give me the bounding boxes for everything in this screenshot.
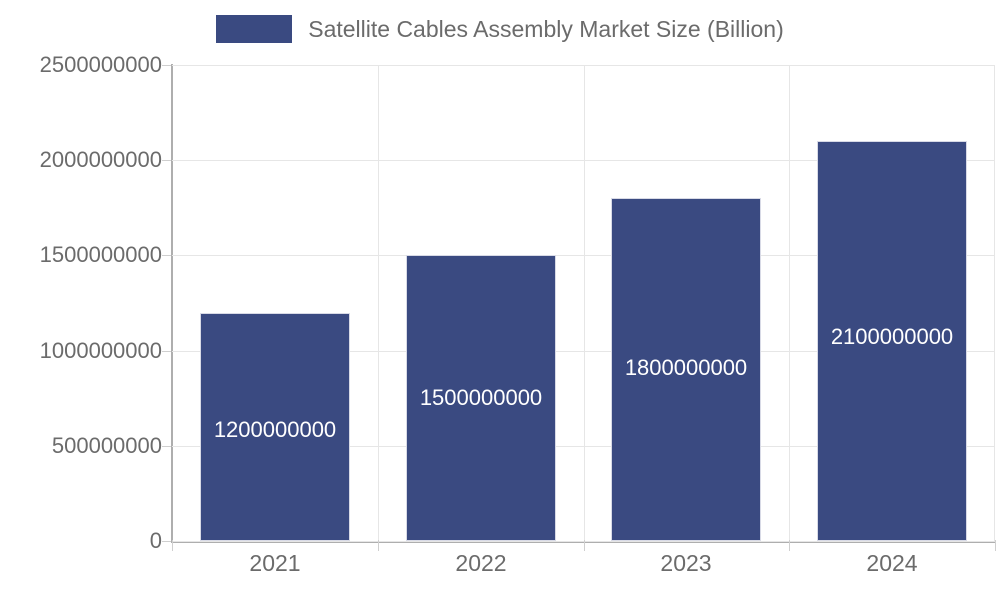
y-axis-line [171, 64, 173, 542]
y-tick-label: 1500000000 [39, 242, 162, 267]
x-tick-label: 2021 [249, 550, 301, 576]
bar-value-label: 1800000000 [624, 355, 748, 380]
y-tick-mark [162, 160, 172, 161]
bar-value-label: 1500000000 [419, 385, 543, 410]
y-tick-label: 0 [149, 528, 162, 553]
legend-color-swatch-icon [216, 15, 293, 43]
y-tick-mark [162, 446, 172, 447]
gridline-horizontal [172, 446, 995, 447]
gridline-horizontal [172, 255, 995, 256]
y-tick-mark [162, 255, 172, 256]
x-axis-line [171, 541, 995, 543]
legend-label: Satellite Cables Assembly Market Size (B… [308, 15, 784, 42]
y-tick-label: 2000000000 [39, 147, 162, 172]
y-tick-mark [162, 65, 172, 66]
x-tick-mark [789, 540, 790, 551]
x-tick-mark [378, 540, 379, 551]
x-axis-tick-labels: 2021 2022 2023 2024 [172, 540, 996, 592]
bar-value-label: 2100000000 [830, 324, 954, 349]
y-tick-mark [162, 351, 172, 352]
x-tick-label: 2022 [455, 550, 507, 576]
gridline-vertical [584, 65, 585, 541]
gridline-vertical [994, 65, 995, 541]
y-axis-tick-labels: 0 500000000 1000000000 1500000000 2000000000… [0, 54, 172, 552]
chart-legend: Satellite Cables Assembly Market Size (B… [0, 10, 1000, 48]
y-tick-label: 500000000 [51, 433, 162, 458]
gridline-horizontal [172, 351, 995, 352]
y-tick-label: 2500000000 [39, 52, 162, 77]
bar[interactable]: 1500000000 [406, 255, 556, 541]
x-tick-label: 2024 [866, 550, 918, 576]
y-tick-mark [162, 541, 172, 542]
gridline-horizontal [172, 65, 995, 66]
bar[interactable]: 2100000000 [817, 141, 967, 541]
bar[interactable]: 1800000000 [611, 198, 761, 541]
gridline-vertical [378, 65, 379, 541]
y-tick-label: 1000000000 [39, 338, 162, 363]
gridline-vertical [789, 65, 790, 541]
bar[interactable]: 1200000000 [200, 313, 350, 541]
plot-area: 1200000000 1500000000 1800000000 2100000000 [171, 64, 995, 543]
x-tick-mark [995, 540, 996, 551]
gridline-horizontal [172, 160, 995, 161]
gridline-horizontal [172, 541, 995, 542]
x-tick-mark [172, 540, 173, 551]
x-tick-mark [584, 540, 585, 551]
bar-value-label: 1200000000 [213, 417, 337, 442]
x-tick-label: 2023 [660, 550, 712, 576]
legend-item-market-size[interactable]: Satellite Cables Assembly Market Size (B… [216, 15, 784, 43]
